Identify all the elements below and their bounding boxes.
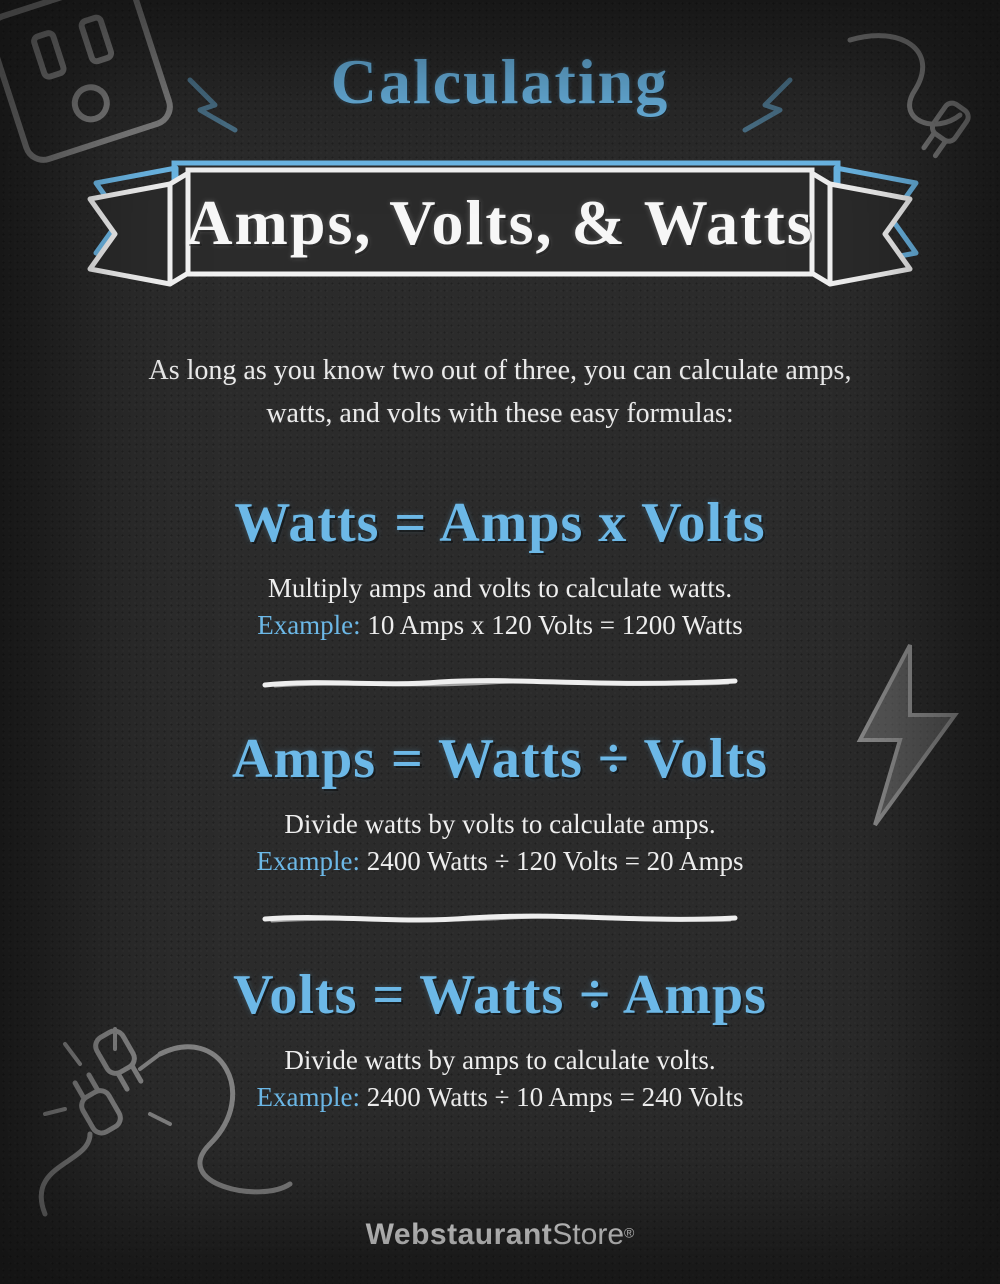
formula-example: Example: 10 Amps x 120 Volts = 1200 Watt…	[90, 610, 910, 641]
footer-brand: WebstaurantStore®	[0, 1218, 1000, 1252]
formula-text: Volts = Watts ÷ Amps	[90, 963, 910, 1027]
chalk-divider-icon	[260, 911, 740, 927]
section-watts: Watts = Amps x Volts Multiply amps and v…	[0, 491, 1000, 641]
banner-ribbon: Amps, Volts, & Watts	[60, 144, 940, 314]
example-label: Example:	[257, 846, 360, 876]
header-region: Calculating Amps, Volts, & Watts As long…	[0, 0, 1000, 436]
example-text: 2400 Watts ÷ 10 Amps = 240 Volts	[360, 1082, 743, 1112]
chalk-divider-icon	[260, 675, 740, 691]
formula-description: Divide watts by volts to calculate amps.	[90, 809, 910, 840]
example-label: Example:	[257, 610, 360, 640]
formula-description: Multiply amps and volts to calculate wat…	[90, 573, 910, 604]
formula-sections: Watts = Amps x Volts Multiply amps and v…	[0, 491, 1000, 1113]
formula-description: Divide watts by amps to calculate volts.	[90, 1045, 910, 1076]
formula-text: Watts = Amps x Volts	[90, 491, 910, 555]
formula-example: Example: 2400 Watts ÷ 10 Amps = 240 Volt…	[90, 1082, 910, 1113]
section-amps: Amps = Watts ÷ Volts Divide watts by vol…	[0, 727, 1000, 877]
brand-registered: ®	[624, 1225, 634, 1241]
brand-bold: Webstaurant	[366, 1218, 553, 1251]
example-text: 2400 Watts ÷ 120 Volts = 20 Amps	[360, 846, 743, 876]
section-volts: Volts = Watts ÷ Amps Divide watts by amp…	[0, 963, 1000, 1113]
formula-example: Example: 2400 Watts ÷ 120 Volts = 20 Amp…	[90, 846, 910, 877]
intro-paragraph: As long as you know two out of three, yo…	[120, 349, 880, 436]
example-label: Example:	[257, 1082, 360, 1112]
formula-text: Amps = Watts ÷ Volts	[90, 727, 910, 791]
example-text: 10 Amps x 120 Volts = 1200 Watts	[361, 610, 743, 640]
title-calculating: Calculating	[0, 45, 1000, 119]
banner-text: Amps, Volts, & Watts	[60, 144, 940, 314]
brand-light: Store	[552, 1218, 624, 1251]
